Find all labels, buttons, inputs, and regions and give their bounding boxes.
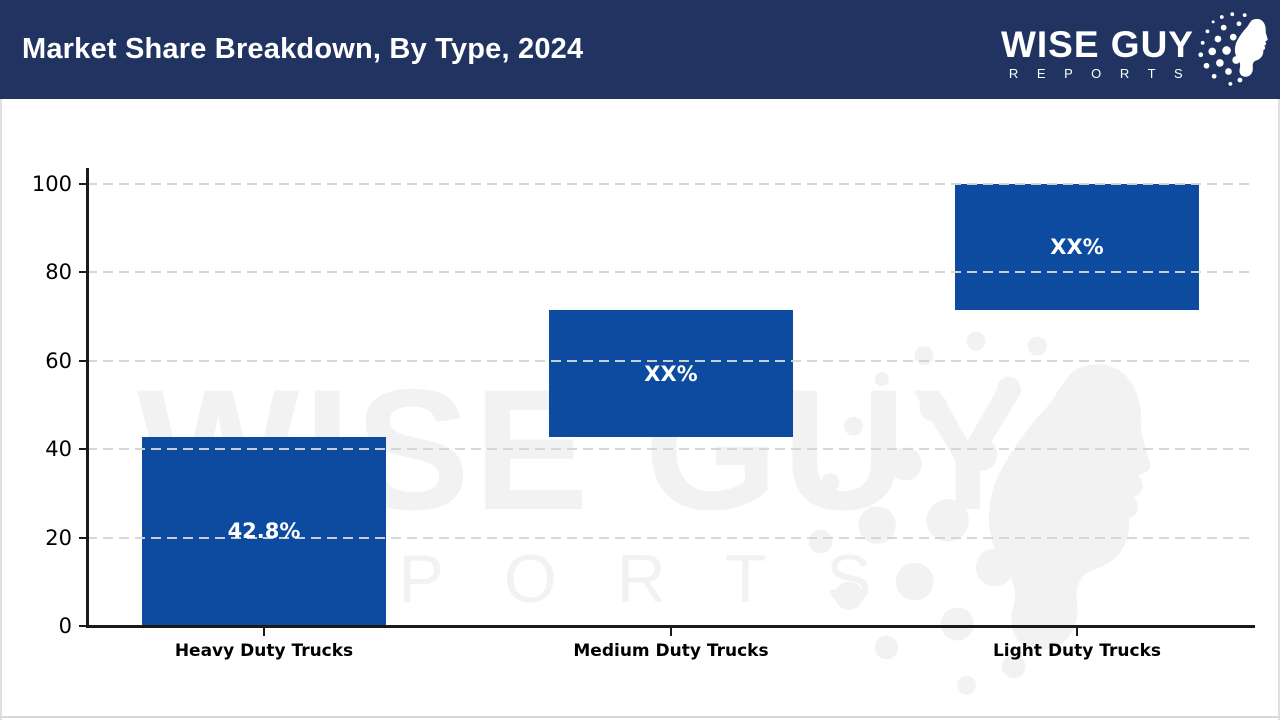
logo-subtext: R E P O R T S — [1008, 66, 1191, 81]
page-title: Market Share Breakdown, By Type, 2024 — [22, 33, 584, 65]
footer-divider — [0, 716, 1280, 718]
watermark-dot-face-icon — [808, 331, 1151, 695]
logo-wordmark: WISE GUY — [1000, 24, 1194, 65]
chart-area: WISE GUY REPORTS — [0, 99, 1280, 720]
header-bar: Market Share Breakdown, By Type, 2024 WI… — [0, 0, 1280, 99]
brand-logo: WISE GUY R E P O R T S — [1001, 4, 1270, 96]
dot-face-logo-icon — [1198, 12, 1268, 86]
